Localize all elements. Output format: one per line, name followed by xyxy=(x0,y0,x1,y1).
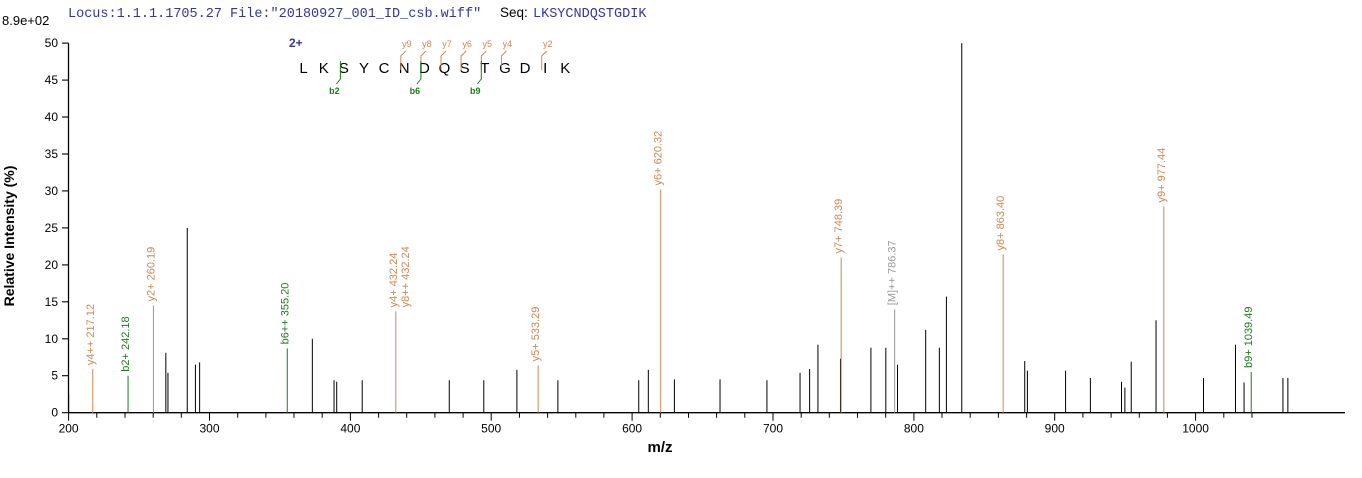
svg-text:b9: b9 xyxy=(470,86,481,96)
svg-text:1000: 1000 xyxy=(1182,422,1209,436)
svg-text:y5: y5 xyxy=(483,39,493,49)
svg-text:5: 5 xyxy=(51,369,58,383)
svg-text:35: 35 xyxy=(45,147,59,161)
svg-text:LKSYCNDQSTGDIK: LKSYCNDQSTGDIK xyxy=(533,7,647,22)
svg-text:K: K xyxy=(319,60,329,77)
svg-text:Locus:1.1.1.1705.27 File:"2018: Locus:1.1.1.1705.27 File:"20180927_001_I… xyxy=(68,7,481,22)
svg-text:800: 800 xyxy=(904,422,924,436)
svg-text:y2: y2 xyxy=(543,39,553,49)
svg-text:Seq:: Seq: xyxy=(500,5,528,20)
svg-text:y6: y6 xyxy=(462,39,472,49)
svg-text:y9+ 977.44: y9+ 977.44 xyxy=(1156,148,1168,203)
svg-text:300: 300 xyxy=(199,422,219,436)
svg-text:Q: Q xyxy=(439,60,451,77)
svg-text:G: G xyxy=(499,60,511,77)
svg-text:m/z: m/z xyxy=(647,439,672,456)
svg-text:8.9e+02: 8.9e+02 xyxy=(2,13,49,28)
svg-text:900: 900 xyxy=(1045,422,1065,436)
svg-text:b6++ 355.20: b6++ 355.20 xyxy=(279,283,291,345)
svg-text:y4+ 432.24: y4+ 432.24 xyxy=(388,253,400,308)
svg-text:y7+ 748.39: y7+ 748.39 xyxy=(833,199,845,254)
svg-text:y4++ 217.12: y4++ 217.12 xyxy=(85,304,97,365)
svg-text:y8+ 863.40: y8+ 863.40 xyxy=(995,196,1007,251)
svg-text:I: I xyxy=(543,60,547,77)
svg-text:10: 10 xyxy=(45,332,59,346)
svg-text:y8: y8 xyxy=(422,39,432,49)
svg-text:b6: b6 xyxy=(410,86,421,96)
svg-text:Y: Y xyxy=(359,60,369,77)
svg-text:y4: y4 xyxy=(503,39,513,49)
svg-text:400: 400 xyxy=(340,422,360,436)
svg-text:b2: b2 xyxy=(329,86,340,96)
svg-text:20: 20 xyxy=(45,258,59,272)
svg-text:700: 700 xyxy=(763,422,783,436)
svg-text:b2+ 242.18: b2+ 242.18 xyxy=(120,316,132,371)
svg-text:Relative Intensity (%): Relative Intensity (%) xyxy=(1,166,17,307)
svg-text:45: 45 xyxy=(45,73,59,87)
svg-text:30: 30 xyxy=(45,184,59,198)
svg-text:D: D xyxy=(520,60,531,77)
svg-text:y8++ 432.24: y8++ 432.24 xyxy=(400,246,412,307)
svg-text:C: C xyxy=(379,60,390,77)
svg-text:600: 600 xyxy=(622,422,642,436)
svg-text:b9+ 1039.49: b9+ 1039.49 xyxy=(1243,307,1255,368)
svg-text:[M]++ 786.37: [M]++ 786.37 xyxy=(887,240,899,305)
svg-text:y2+ 260.19: y2+ 260.19 xyxy=(145,247,157,302)
svg-text:y9: y9 xyxy=(402,39,412,49)
svg-text:L: L xyxy=(299,60,307,77)
svg-text:y5+ 533.29: y5+ 533.29 xyxy=(530,307,542,362)
svg-text:500: 500 xyxy=(481,422,501,436)
svg-text:25: 25 xyxy=(45,221,59,235)
svg-text:2+: 2+ xyxy=(289,36,303,50)
svg-text:0: 0 xyxy=(51,406,58,420)
svg-text:50: 50 xyxy=(45,36,59,50)
svg-text:y7: y7 xyxy=(442,39,452,49)
svg-text:40: 40 xyxy=(45,110,59,124)
svg-text:y6+ 620.32: y6+ 620.32 xyxy=(653,131,665,186)
svg-text:200: 200 xyxy=(59,422,79,436)
svg-text:K: K xyxy=(560,60,570,77)
svg-text:15: 15 xyxy=(45,295,59,309)
